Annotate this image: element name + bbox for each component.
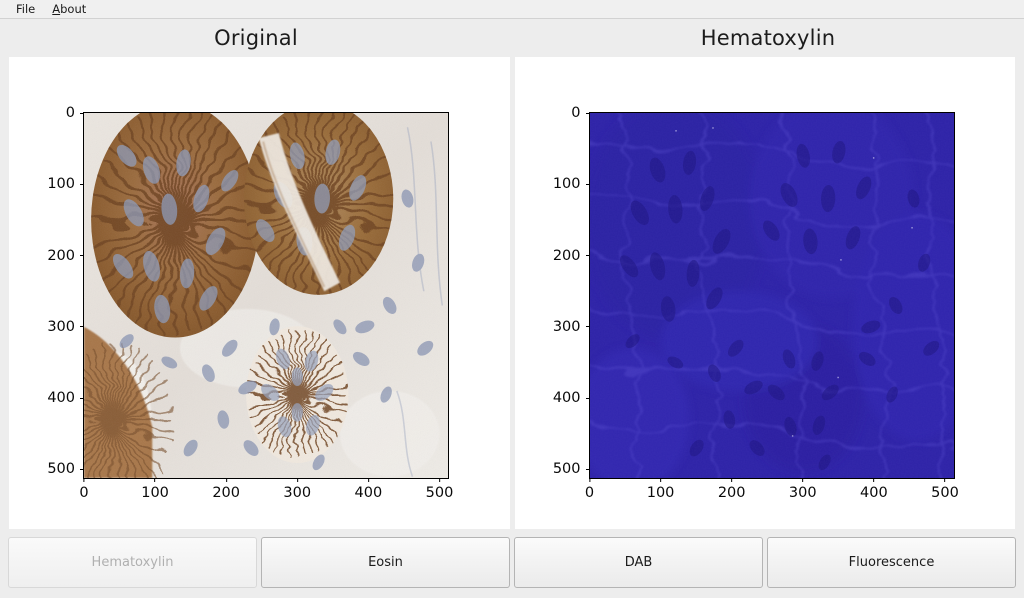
plot-card-stain[interactable]: 0 100 200 300 400 500 [514,57,1016,529]
xtick-stain-100: 100 [647,478,674,501]
ytick-stain-200: 200 [553,248,590,264]
ytick-original-500: 500 [47,461,84,477]
ytick-stain-400: 400 [553,390,590,406]
menu-item-about-mnemonic: A [52,2,61,16]
stain-button-dab[interactable]: DAB [514,537,763,588]
axes-stain: 0 100 200 300 400 500 [553,105,959,501]
xtick-stain-0: 0 [585,478,594,501]
figure-stain: 0 100 200 300 400 500 [515,57,1016,529]
stain-button-fluorescence[interactable]: Fluorescence [767,537,1016,588]
figure-original: 0 100 200 300 400 500 [9,57,510,529]
axes-original: 0 100 200 300 400 500 [47,105,453,501]
plot-panels: 0 100 200 300 400 500 [0,57,1024,529]
menu-item-file[interactable]: File [8,1,44,17]
tissue-image-svg [84,113,448,478]
panel-title-original: Original [214,26,298,50]
menu-item-about-label: bout [60,2,87,16]
xtick-stain-400: 400 [860,478,888,501]
stain-button-bar: Hematoxylin Eosin DAB Fluorescence [0,529,1024,597]
xtick-stain-300: 300 [789,478,817,501]
ytick-original-0: 0 [66,105,84,121]
xtick-stain-500: 500 [931,478,959,501]
stain-button-eosin[interactable]: Eosin [261,537,510,588]
xtick-original-400: 400 [355,478,382,501]
hematoxylin-image-svg [589,113,954,478]
panel-title-stain: Hematoxylin [700,26,836,50]
xtick-original-200: 200 [212,478,240,501]
xtick-stain-200: 200 [718,478,746,501]
menu-bar: File About [0,0,1024,19]
stain-button-hematoxylin[interactable]: Hematoxylin [8,537,257,588]
ytick-original-300: 300 [47,319,84,335]
image-original [84,113,448,478]
xtick-original-500: 500 [426,478,453,501]
ytick-original-100: 100 [47,176,84,192]
menu-item-about[interactable]: About [44,1,95,17]
xtick-original-100: 100 [141,478,169,501]
ytick-stain-500: 500 [553,461,590,477]
ytick-original-400: 400 [47,390,84,406]
ytick-stain-300: 300 [553,319,590,335]
panel-titles-row: Original Hematoxylin [0,19,1024,57]
ytick-original-200: 200 [47,248,84,264]
image-stain [589,113,954,478]
xtick-original-0: 0 [79,478,89,501]
ytick-stain-100: 100 [553,176,590,192]
ytick-stain-0: 0 [571,105,590,121]
xtick-original-300: 300 [283,478,311,501]
menu-item-file-label: File [16,2,36,16]
plot-card-original[interactable]: 0 100 200 300 400 500 [9,57,510,529]
